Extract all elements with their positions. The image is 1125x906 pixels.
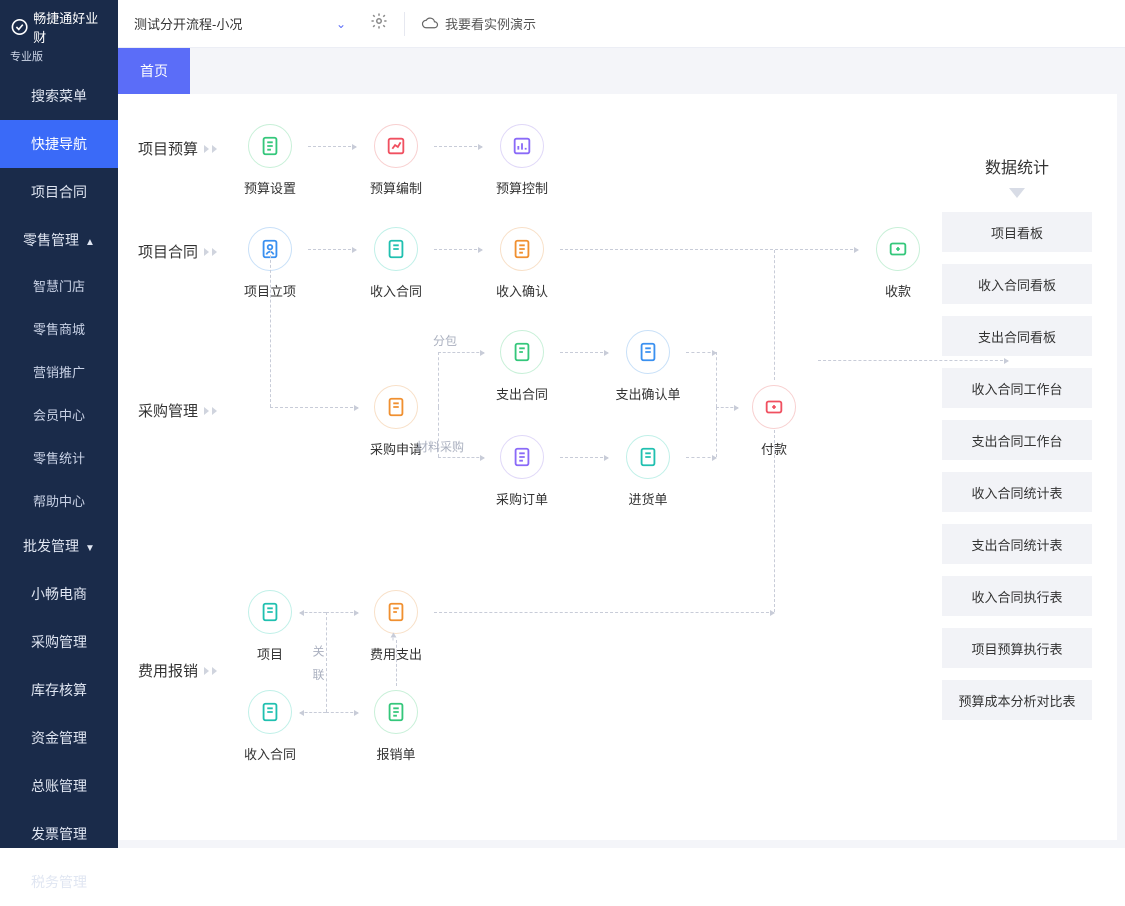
flow-expense-title: 费用报销 bbox=[138, 590, 238, 681]
sidebar-sub-member[interactable]: 会员中心 bbox=[0, 393, 118, 436]
flow-procure-title: 采购管理 bbox=[138, 330, 238, 421]
stat-income-board[interactable]: 收入合同看板 bbox=[942, 264, 1092, 304]
stat-project-board[interactable]: 项目看板 bbox=[942, 212, 1092, 252]
sidebar-sub-help[interactable]: 帮助中心 bbox=[0, 479, 118, 522]
flow-contract-title: 项目合同 bbox=[138, 227, 238, 262]
node-income-confirm[interactable]: 收入确认 bbox=[490, 227, 554, 300]
flow-contract-nodes: 项目立项 收入合同 收入确认 收款 bbox=[238, 227, 930, 300]
stat-income-table[interactable]: 收入合同统计表 bbox=[942, 472, 1092, 512]
indicator-icon bbox=[204, 248, 217, 256]
sidebar-item-inventory[interactable]: 库存核算 bbox=[0, 666, 118, 714]
node-budget-setup[interactable]: 预算设置 bbox=[238, 124, 302, 197]
branch-top-label: 分包 bbox=[433, 332, 457, 349]
node-budget-control[interactable]: 预算控制 bbox=[490, 124, 554, 197]
rel-label: 关 联 bbox=[310, 645, 327, 684]
document-icon bbox=[511, 238, 533, 260]
stat-budget-exec[interactable]: 项目预算执行表 bbox=[942, 628, 1092, 668]
sidebar-item-retail[interactable]: 零售管理▲ bbox=[0, 216, 118, 264]
app-root: 畅捷通好业财 专业版 搜索菜单 快捷导航 项目合同 零售管理▲ 智慧门店 零售商… bbox=[0, 0, 1125, 848]
node-project[interactable]: 项目 bbox=[238, 590, 302, 663]
topbar: 测试分开流程-小况 ⌄ 我要看实例演示 bbox=[118, 0, 1125, 48]
document-icon bbox=[385, 396, 407, 418]
node-purchase-order[interactable]: 采购订单 bbox=[490, 435, 554, 508]
document-icon bbox=[259, 601, 281, 623]
tab-home[interactable]: 首页 bbox=[118, 48, 190, 94]
content: 项目预算 预算设置 预算编制 预算控制 项目合同 bbox=[118, 94, 1117, 840]
gear-icon[interactable] bbox=[370, 12, 388, 35]
sidebar-sub-smart-store[interactable]: 智慧门店 bbox=[0, 264, 118, 307]
workspace-label: 测试分开流程-小况 bbox=[134, 14, 242, 33]
chart-icon bbox=[385, 135, 407, 157]
arrow-down-icon bbox=[1009, 188, 1025, 198]
sidebar-item-ledger[interactable]: 总账管理 bbox=[0, 762, 118, 810]
document-icon bbox=[637, 446, 659, 468]
receipt-icon bbox=[385, 701, 407, 723]
chevron-down-icon: ⌄ bbox=[336, 17, 346, 31]
chevron-down-icon: ▼ bbox=[85, 543, 95, 554]
document-icon bbox=[259, 701, 281, 723]
brand-logo: 畅捷通好业财 bbox=[0, 0, 118, 48]
demo-link[interactable]: 我要看实例演示 bbox=[421, 14, 536, 33]
sidebar-item-tax[interactable]: 税务管理 bbox=[0, 858, 118, 906]
demo-link-label: 我要看实例演示 bbox=[445, 14, 536, 33]
stat-expense-table[interactable]: 支出合同统计表 bbox=[942, 524, 1092, 564]
indicator-icon bbox=[204, 667, 217, 675]
brand-edition: 专业版 bbox=[0, 48, 118, 72]
node-expense-confirm[interactable]: 支出确认单 bbox=[616, 330, 680, 403]
sidebar-item-invoice[interactable]: 发票管理 bbox=[0, 810, 118, 858]
sidebar-sub-retail-mall[interactable]: 零售商城 bbox=[0, 307, 118, 350]
brand-name: 畅捷通好业财 bbox=[33, 8, 108, 46]
document-icon bbox=[385, 238, 407, 260]
node-goods-receipt[interactable]: 进货单 bbox=[616, 435, 680, 508]
tabbar: 首页 bbox=[118, 48, 1125, 94]
sidebar-item-funds[interactable]: 资金管理 bbox=[0, 714, 118, 762]
document-icon bbox=[511, 341, 533, 363]
sidebar-search[interactable]: 搜索菜单 bbox=[0, 72, 118, 120]
document-icon bbox=[259, 135, 281, 157]
stats-column: 数据统计 项目看板 收入合同看板 支出合同看板 收入合同工作台 支出合同工作台 … bbox=[937, 154, 1097, 732]
stat-expense-workbench[interactable]: 支出合同工作台 bbox=[942, 420, 1092, 460]
sidebar: 畅捷通好业财 专业版 搜索菜单 快捷导航 项目合同 零售管理▲ 智慧门店 零售商… bbox=[0, 0, 118, 848]
document-icon bbox=[637, 341, 659, 363]
document-icon bbox=[385, 601, 407, 623]
sidebar-item-ecommerce[interactable]: 小畅电商 bbox=[0, 570, 118, 618]
cloud-icon bbox=[421, 15, 439, 33]
node-budget-compose[interactable]: 预算编制 bbox=[364, 124, 428, 197]
stat-budget-cost[interactable]: 预算成本分析对比表 bbox=[942, 680, 1092, 720]
sidebar-sub-retail-stats[interactable]: 零售统计 bbox=[0, 436, 118, 479]
money-icon bbox=[763, 396, 785, 418]
node-reimburse[interactable]: 报销单 bbox=[364, 690, 428, 763]
node-expense-contract[interactable]: 支出合同 bbox=[490, 330, 554, 403]
brand-icon bbox=[10, 17, 29, 37]
indicator-icon bbox=[204, 407, 217, 415]
document-icon bbox=[511, 446, 533, 468]
stat-income-exec[interactable]: 收入合同执行表 bbox=[942, 576, 1092, 616]
sidebar-sub-marketing[interactable]: 营销推广 bbox=[0, 350, 118, 393]
stat-expense-board[interactable]: 支出合同看板 bbox=[942, 316, 1092, 356]
flow-budget-nodes: 预算设置 预算编制 预算控制 bbox=[238, 124, 554, 197]
sidebar-item-project-contract[interactable]: 项目合同 bbox=[0, 168, 118, 216]
bars-icon bbox=[511, 135, 533, 157]
money-icon bbox=[887, 238, 909, 260]
topbar-divider bbox=[404, 12, 405, 36]
sidebar-item-wholesale[interactable]: 批发管理▼ bbox=[0, 522, 118, 570]
chevron-up-icon: ▲ bbox=[85, 237, 95, 248]
indicator-icon bbox=[204, 145, 217, 153]
workspace-dropdown[interactable]: 测试分开流程-小况 ⌄ bbox=[134, 14, 354, 33]
sidebar-item-procurement[interactable]: 采购管理 bbox=[0, 618, 118, 666]
branch-bottom-label: 材料采购 bbox=[416, 438, 464, 455]
node-receipt[interactable]: 收款 bbox=[866, 227, 930, 300]
node-income-contract[interactable]: 收入合同 bbox=[364, 227, 428, 300]
flow-budget-title: 项目预算 bbox=[138, 124, 238, 159]
stats-title: 数据统计 bbox=[985, 154, 1049, 178]
node-income-contract2[interactable]: 收入合同 bbox=[238, 690, 302, 763]
main-area: 测试分开流程-小况 ⌄ 我要看实例演示 首页 项目预算 bbox=[118, 0, 1125, 848]
stat-income-workbench[interactable]: 收入合同工作台 bbox=[942, 368, 1092, 408]
sidebar-item-quicknav[interactable]: 快捷导航 bbox=[0, 120, 118, 168]
